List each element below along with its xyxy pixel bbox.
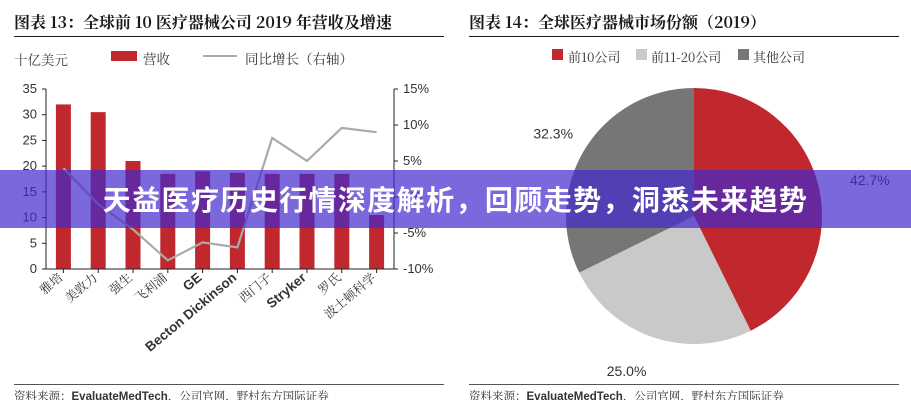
svg-text:Stryker: Stryker <box>264 269 310 311</box>
svg-text:15%: 15% <box>403 81 429 96</box>
svg-text:30: 30 <box>23 107 37 122</box>
svg-text:32.3%: 32.3% <box>533 126 573 142</box>
svg-text:-10%: -10% <box>403 261 434 276</box>
svg-text:35: 35 <box>23 81 37 96</box>
svg-text:25.0%: 25.0% <box>607 363 647 379</box>
svg-text:0: 0 <box>30 261 37 276</box>
svg-text:美敦力: 美敦力 <box>60 268 100 306</box>
svg-text:5%: 5% <box>403 153 422 168</box>
svg-text:25: 25 <box>23 132 37 147</box>
svg-text:10%: 10% <box>403 117 429 132</box>
svg-text:5: 5 <box>30 235 37 250</box>
svg-text:GE: GE <box>180 270 205 294</box>
svg-text:飞利浦: 飞利浦 <box>130 268 171 306</box>
